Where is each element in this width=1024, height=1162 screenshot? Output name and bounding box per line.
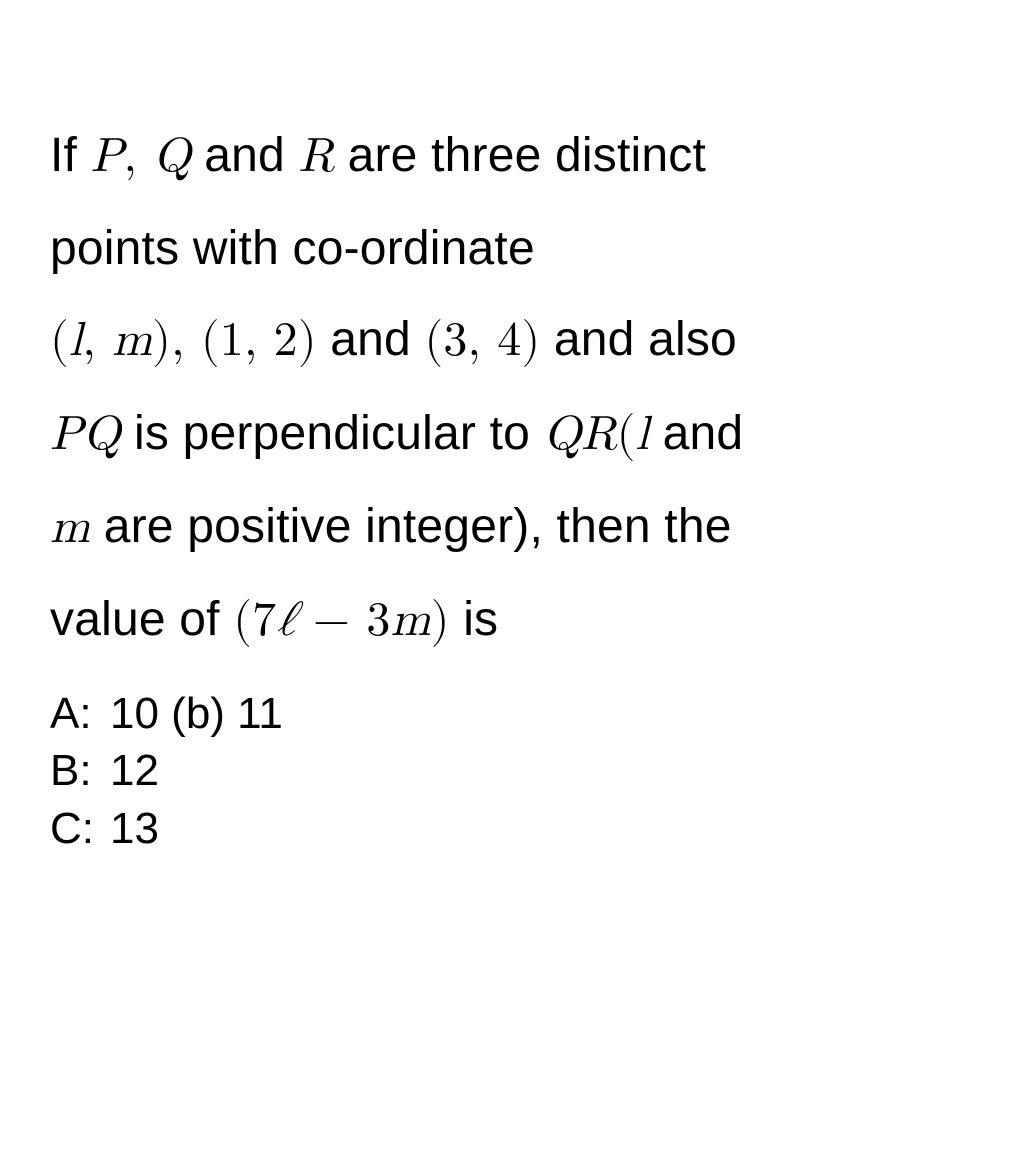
var-l: l [69, 317, 83, 365]
paren: ) [431, 597, 450, 645]
comma: , [171, 317, 201, 365]
text: is perpendicular to [120, 407, 543, 460]
text: are positive integer), then the [90, 500, 731, 553]
question-line-6: value of (7ℓ − 3m) is [50, 574, 974, 667]
text: value of [50, 593, 233, 646]
var-ell: ℓ [276, 597, 296, 645]
comma: , [82, 317, 112, 365]
text: and [191, 129, 299, 182]
option-b-text: 12 [110, 742, 159, 799]
minus: − [297, 597, 367, 645]
num-4: 4 [497, 317, 521, 365]
var-Q: Q [153, 133, 191, 181]
text: If [50, 129, 91, 182]
var-P: P [91, 133, 124, 181]
question-line-1: If P, Q and R are three distinct [50, 110, 974, 203]
paren: ( [617, 411, 636, 459]
var-m: m [112, 317, 152, 365]
comma: , [244, 317, 274, 365]
paren: ( [50, 317, 69, 365]
question-line-5: m are positive integer), then the [50, 481, 974, 574]
num-3: 3 [443, 317, 467, 365]
paren: ) [521, 317, 540, 365]
option-b[interactable]: B: 12 [50, 742, 974, 799]
text: and also [540, 313, 737, 366]
text: points with co-ordinate [50, 222, 535, 275]
option-a[interactable]: A: 10 (b) 11 [50, 685, 974, 742]
option-a-label: A: [50, 685, 110, 742]
comma: , [468, 317, 498, 365]
option-b-label: B: [50, 742, 110, 799]
options-block: A: 10 (b) 11 B: 12 C: 13 [50, 685, 974, 857]
num-7: 7 [252, 597, 276, 645]
question-line-3: (l, m), (1, 2) and (3, 4) and also [50, 294, 974, 387]
paren: ( [424, 317, 443, 365]
var-m: m [50, 504, 90, 552]
text: and [317, 313, 425, 366]
text: are three distinct [334, 129, 706, 182]
var-PQ: PQ [50, 411, 120, 459]
option-c-text: 13 [110, 800, 159, 857]
option-c[interactable]: C: 13 [50, 800, 974, 857]
paren: ( [233, 597, 252, 645]
var-QR: QR [544, 411, 617, 459]
paren: ( [201, 317, 220, 365]
text: , [124, 133, 154, 181]
num-2: 2 [274, 317, 298, 365]
var-l: l [636, 411, 650, 459]
question-line-4: PQ is perpendicular to QR(l and [50, 388, 974, 481]
var-R: R [299, 133, 335, 181]
num-1: 1 [220, 317, 244, 365]
option-c-label: C: [50, 800, 110, 857]
question-page: If P, Q and R are three distinct points … [0, 0, 1024, 857]
text: and [649, 407, 743, 460]
var-m: m [391, 597, 431, 645]
question-line-2: points with co-ordinate [50, 203, 974, 294]
paren: ) [152, 317, 171, 365]
num-3: 3 [366, 597, 390, 645]
text: is [450, 593, 499, 646]
paren: ) [298, 317, 317, 365]
option-a-text: 10 (b) 11 [110, 685, 283, 742]
